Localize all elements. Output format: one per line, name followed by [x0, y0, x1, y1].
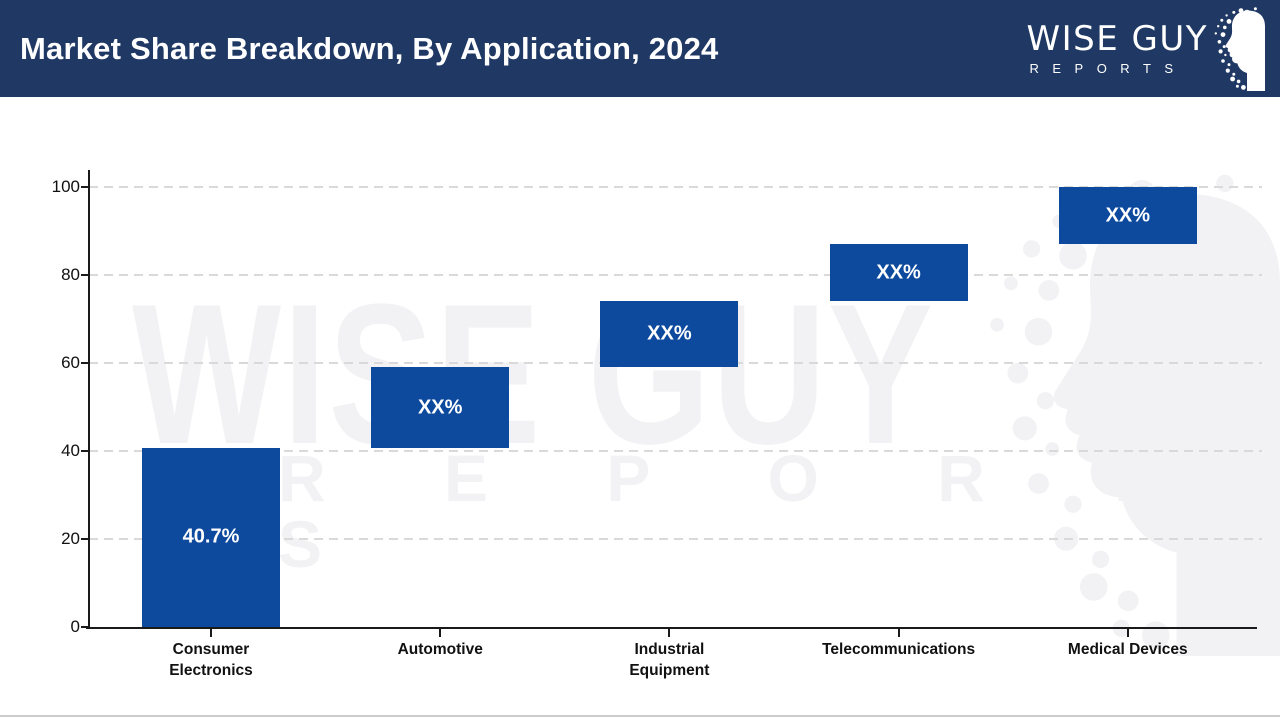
bottom-divider: [0, 715, 1280, 717]
bar-value-label: 40.7%: [182, 525, 240, 548]
watermark-subtext: R E P O R T S: [278, 441, 1194, 581]
y-gridline: [89, 450, 1262, 452]
y-tick-label: 80: [61, 265, 80, 284]
x-category-label: Telecommunications: [822, 641, 976, 658]
x-category-label: Industrial Equipment: [629, 641, 710, 679]
chart-area: WISE GUY R E P O R T S 0 20 40 60 80 100 40.7%…: [0, 97, 1280, 716]
header-bar: Market Share Breakdown, By Application, …: [0, 0, 1280, 97]
x-category-label: Automotive: [397, 641, 483, 658]
y-gridline: [89, 186, 1262, 188]
x-category-label: Medical Devices: [1067, 641, 1188, 658]
y-tick-mark: [81, 626, 89, 628]
y-tick-label: 60: [61, 353, 80, 372]
wiseguy-logo: WISE GUY REPORTS: [1026, 7, 1266, 91]
y-tick-mark: [81, 450, 89, 452]
watermark-text: WISE GUY: [132, 263, 935, 486]
bar-value-label: XX%: [876, 261, 921, 284]
y-tick-mark: [81, 274, 89, 276]
y-tick-label: 20: [61, 529, 80, 548]
y-tick-label: 0: [70, 617, 80, 636]
bar-segment: XX%: [600, 301, 739, 368]
bar-segment: 40.7%: [142, 447, 280, 627]
wiseguy-face-icon: [1204, 7, 1266, 91]
y-tick-label: 40: [61, 441, 80, 460]
x-axis-line: [86, 627, 1257, 629]
wiseguy-logo-text: WISE GUY REPORTS: [1026, 22, 1208, 76]
y-tick-mark: [81, 538, 89, 540]
bar-value-label: XX%: [417, 396, 463, 419]
bar-value-label: XX%: [1105, 204, 1151, 227]
bar-segment: XX%: [829, 244, 968, 302]
x-tick-mark: [668, 629, 671, 637]
logo-wordmark: WISE GUY: [1026, 18, 1208, 59]
y-tick-label: 100: [51, 177, 80, 196]
logo-subtitle: REPORTS: [1029, 60, 1187, 76]
y-gridline: [89, 274, 1262, 276]
y-gridline: [89, 538, 1262, 540]
x-tick-mark: [1126, 629, 1129, 637]
x-tick-mark: [210, 629, 212, 637]
x-tick-mark: [897, 629, 900, 637]
x-tick-mark: [439, 629, 442, 637]
page-title: Market Share Breakdown, By Application, …: [20, 30, 719, 66]
y-tick-mark: [81, 186, 89, 188]
bar-segment: XX%: [1058, 187, 1197, 245]
bar-value-label: XX%: [647, 322, 692, 345]
x-category-label: Consumer Electronics: [169, 641, 253, 679]
bar-segment: XX%: [371, 367, 510, 448]
y-tick-mark: [81, 362, 89, 364]
y-axis-line: [88, 170, 90, 629]
